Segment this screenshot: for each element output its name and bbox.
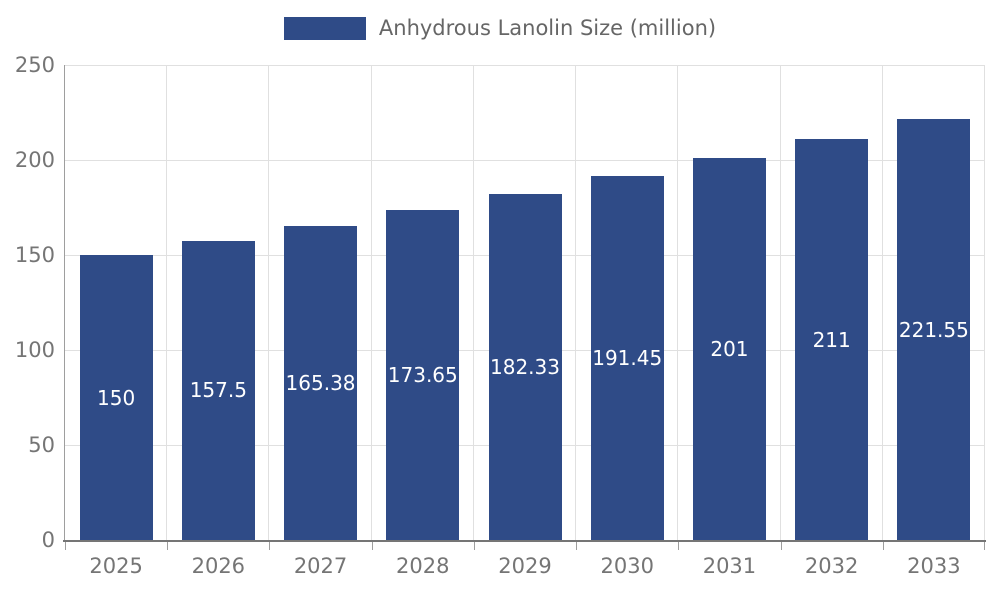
x-tick-label: 2028 xyxy=(396,554,450,578)
x-tick-mark xyxy=(678,542,680,550)
y-tick-label: 150 xyxy=(14,243,55,267)
x-axis: 2025 2026 2027 2028 2029 2030 2031 2032 2033 xyxy=(65,542,985,592)
y-tick-label: 100 xyxy=(14,338,55,362)
gridline-v xyxy=(370,65,372,540)
x-tick-label: 2025 xyxy=(89,554,143,578)
x-axis-line xyxy=(63,540,986,542)
bar-2033: 221.55 xyxy=(897,119,971,540)
bar-value-label: 211 xyxy=(812,327,851,352)
bar-value-label: 157.5 xyxy=(189,378,247,403)
bar-value-label: 221.55 xyxy=(898,317,969,342)
legend-item[interactable]: Anhydrous Lanolin Size (million) xyxy=(283,16,717,40)
bar-2025: 150 xyxy=(79,255,153,540)
bar-value-label: 165.38 xyxy=(285,370,356,395)
bar-value-label: 182.33 xyxy=(490,354,560,379)
y-tick-label: 50 xyxy=(28,433,55,457)
x-tick-label: 2031 xyxy=(702,554,757,578)
bar-2029: 182.33 xyxy=(488,193,562,540)
bar-2030: 191.45 xyxy=(590,176,664,540)
bar-2032: 211 xyxy=(795,139,869,540)
gridline-v xyxy=(166,65,168,540)
bar-2028: 173.65 xyxy=(386,210,460,540)
x-tick-label: 2027 xyxy=(293,554,348,578)
bar-value-label: 191.45 xyxy=(592,346,663,371)
y-tick-label: 200 xyxy=(14,148,55,172)
gridline-h xyxy=(65,65,985,66)
gridline-h xyxy=(65,160,985,161)
y-tick-label: 0 xyxy=(41,528,55,552)
plot-area: 150 157.5 165.38 173.65 182.33 191.45 201 211 22… xyxy=(65,65,985,540)
gridline-v xyxy=(575,65,577,540)
y-axis: 0 50 100 150 200 250 xyxy=(0,53,55,552)
gridline-v xyxy=(881,65,883,540)
x-tick-label: 2029 xyxy=(498,554,552,578)
x-tick-mark xyxy=(882,542,884,550)
x-tick-mark xyxy=(473,542,475,550)
gridline-v xyxy=(677,65,679,540)
x-tick-mark xyxy=(65,542,66,550)
x-tick-mark xyxy=(984,542,985,550)
x-tick-label: 2026 xyxy=(191,554,246,578)
x-tick-label: 2032 xyxy=(804,554,859,578)
x-tick-label: 2030 xyxy=(600,554,654,578)
legend-label: Anhydrous Lanolin Size (million) xyxy=(378,16,717,40)
gridline-v xyxy=(472,65,474,540)
x-tick-mark xyxy=(371,542,373,550)
legend-swatch xyxy=(283,16,366,40)
y-axis-line xyxy=(64,65,65,541)
legend: Anhydrous Lanolin Size (million) xyxy=(0,16,1000,40)
y-tick-label: 250 xyxy=(14,53,55,77)
x-tick-label: 2033 xyxy=(907,554,961,578)
bar-value-label: 150 xyxy=(97,385,136,410)
gridline-v xyxy=(984,65,985,540)
bar-2027: 165.38 xyxy=(284,225,358,540)
x-tick-mark xyxy=(576,542,578,550)
bar-2026: 157.5 xyxy=(181,240,255,540)
x-tick-mark xyxy=(167,542,169,550)
x-tick-mark xyxy=(780,542,782,550)
bar-value-label: 201 xyxy=(710,337,749,362)
bar-value-label: 173.65 xyxy=(387,363,458,388)
x-tick-mark xyxy=(269,542,271,550)
gridline-v xyxy=(268,65,270,540)
bar-2031: 201 xyxy=(692,158,766,540)
gridline-v xyxy=(779,65,781,540)
